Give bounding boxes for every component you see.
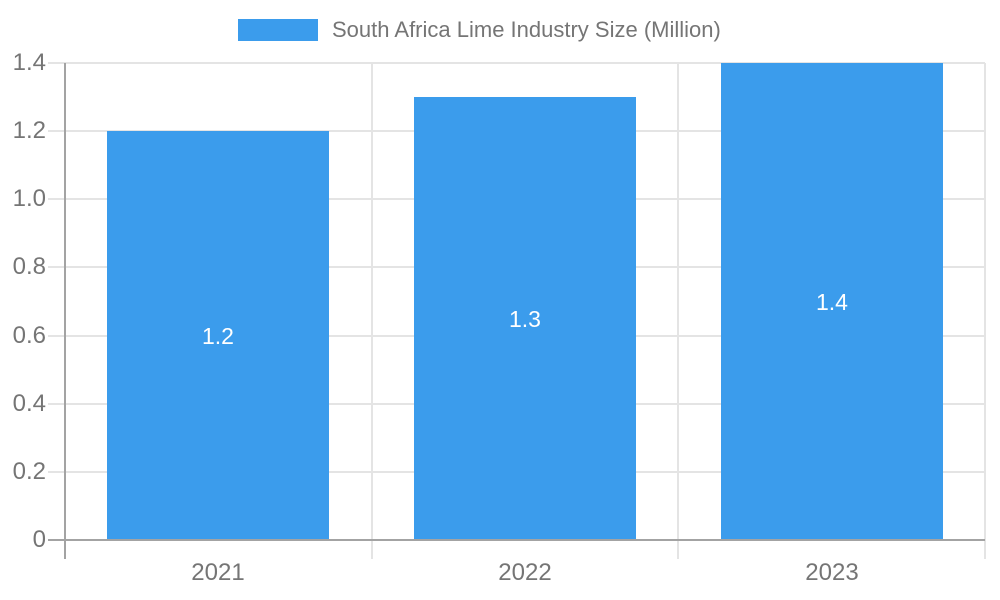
gridline-vertical xyxy=(984,63,986,559)
bar-value-label: 1.3 xyxy=(509,306,541,332)
y-axis-tick-label: 0.6 xyxy=(12,322,46,349)
bar-value-label: 1.4 xyxy=(816,289,848,315)
y-axis-tick-label: 1.0 xyxy=(12,185,46,212)
y-axis-tick-label: 1.4 xyxy=(12,49,46,76)
x-axis-tick-label: 2023 xyxy=(805,559,859,586)
gridline-vertical xyxy=(371,63,373,559)
legend-swatch xyxy=(238,19,318,41)
y-axis-tick-label: 0.4 xyxy=(12,390,46,417)
legend-label: South Africa Lime Industry Size (Million… xyxy=(332,17,721,42)
bar-2021[interactable]: 1.2 xyxy=(107,131,329,540)
y-axis-tick-label: 1.2 xyxy=(12,117,46,144)
y-axis-tick-label: 0.8 xyxy=(12,253,46,280)
y-axis-tick-label: 0.2 xyxy=(12,458,46,485)
x-axis-tick-label: 2022 xyxy=(498,559,552,586)
gridline-vertical xyxy=(677,63,679,559)
bar-value-label: 1.2 xyxy=(202,323,234,349)
y-axis-tick-label: 0 xyxy=(32,526,46,553)
gridline-horizontal xyxy=(48,62,985,64)
bar-2023[interactable]: 1.4 xyxy=(721,63,943,540)
legend[interactable]: South Africa Lime Industry Size (Million… xyxy=(238,17,721,43)
x-axis-tick-label: 2021 xyxy=(191,559,245,586)
x-axis-line xyxy=(48,539,985,541)
y-axis-line xyxy=(64,63,66,559)
bar-2022[interactable]: 1.3 xyxy=(414,97,636,540)
